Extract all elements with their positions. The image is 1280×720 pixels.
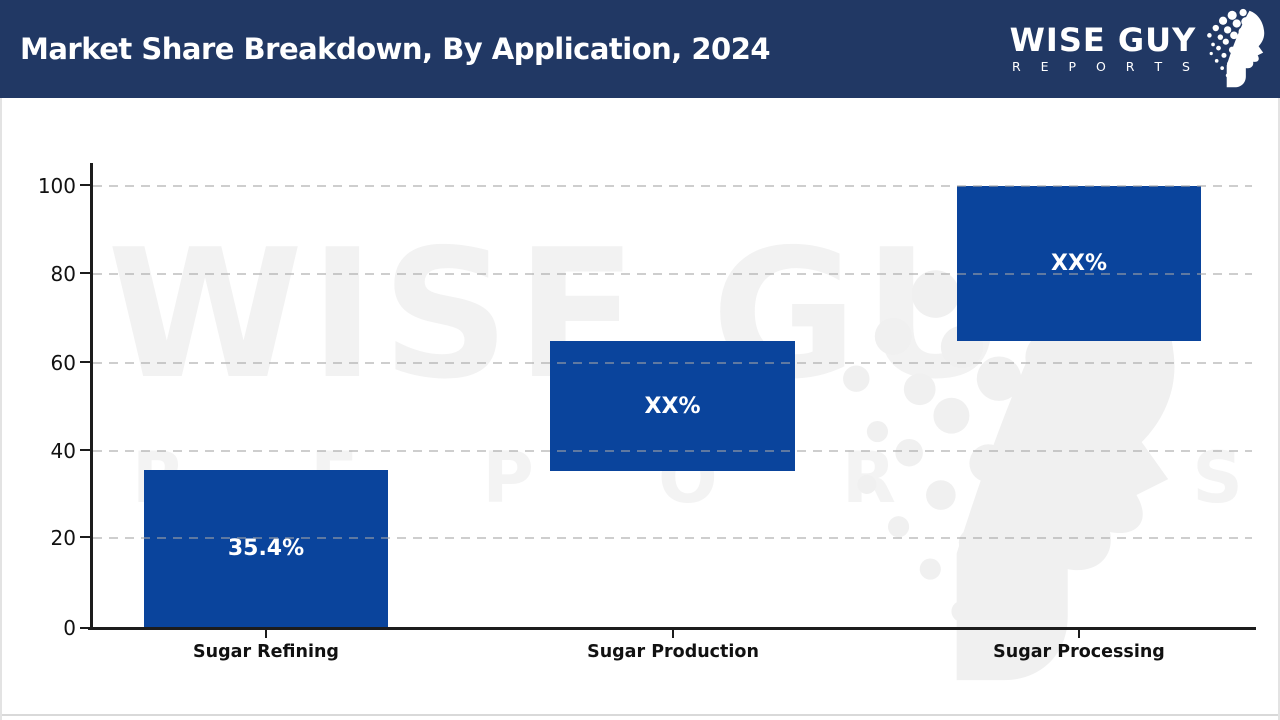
x-category-label: Sugar Refining [193, 642, 339, 662]
x-tickmark-sugar-processing [1078, 630, 1080, 638]
gridline-40 [93, 450, 1252, 452]
logo-text: WISE GUY R E P O R T S [1008, 24, 1198, 74]
bar-sugar-processing: XX% [957, 186, 1201, 341]
gridline-80 [93, 273, 1252, 275]
y-tick-label: 0 [63, 616, 76, 640]
gridline-20 [93, 537, 1252, 539]
y-tickmark-20 [80, 536, 90, 538]
gridline-60 [93, 362, 1252, 364]
x-category-label: Sugar Production [587, 642, 759, 662]
bar-sugar-refining: 35.4% [144, 470, 388, 627]
y-tick-label: 100 [37, 174, 76, 198]
header-bar: Market Share Breakdown, By Application, … [0, 0, 1280, 98]
chart-area: WISE GUY R E P O R T S 35.4% XX [0, 98, 1280, 720]
x-tickmark-sugar-refining [265, 630, 267, 638]
y-tick-label: 20 [50, 526, 76, 550]
bottom-border [2, 714, 1278, 716]
y-tick-label: 40 [50, 439, 76, 463]
y-tickmark-80 [80, 272, 90, 274]
logo-subtitle: R E P O R T S [1011, 59, 1198, 74]
y-tickmark-0 [80, 627, 90, 629]
bar-value-label: XX% [644, 393, 701, 419]
y-tick-label: 80 [50, 262, 76, 286]
y-tickmark-60 [80, 361, 90, 363]
logo-wordmark: WISE GUY [1009, 21, 1197, 59]
chart-title: Market Share Breakdown, By Application, … [20, 32, 771, 66]
x-category-label: Sugar Processing [993, 642, 1165, 662]
x-tickmark-sugar-production [672, 630, 674, 638]
bar-value-label: XX% [1051, 251, 1107, 276]
logo-face-icon [1207, 8, 1265, 88]
y-tickmark-100 [80, 184, 90, 186]
x-axis-line [88, 627, 1256, 630]
y-tickmark-40 [80, 449, 90, 451]
gridline-100 [93, 185, 1252, 187]
bar-value-label: 35.4% [227, 536, 305, 561]
y-axis-line [90, 163, 93, 629]
y-tick-label: 60 [50, 351, 76, 375]
wise-guy-reports-logo: WISE GUY R E P O R T S [1008, 8, 1266, 90]
